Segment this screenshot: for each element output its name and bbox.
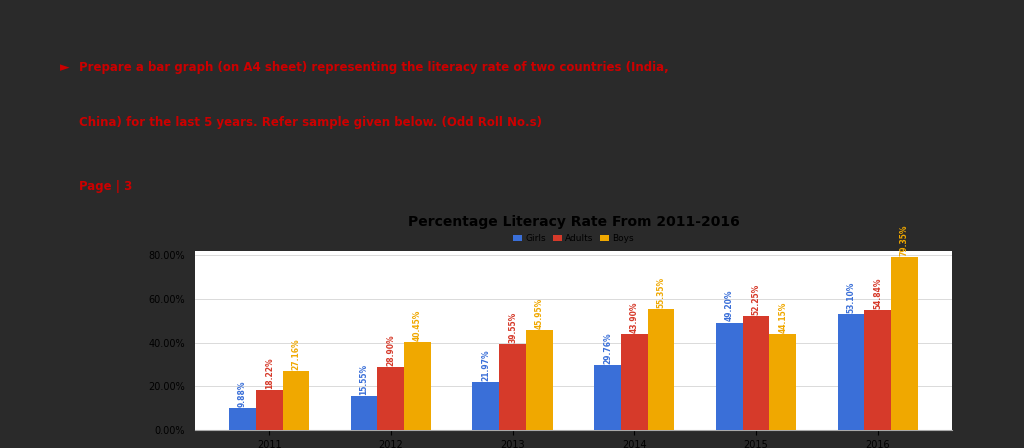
Bar [283, 371, 309, 430]
Text: 49.20%: 49.20% [725, 290, 734, 322]
Bar [648, 309, 675, 430]
Text: China) for the last 5 years. Refer sample given below. (Odd Roll No.s): China) for the last 5 years. Refer sampl… [79, 116, 542, 129]
Bar [769, 334, 797, 430]
Text: 15.55%: 15.55% [359, 364, 369, 395]
Text: 27.16%: 27.16% [292, 338, 300, 370]
Title: Percentage Literacy Rate From 2011-2016: Percentage Literacy Rate From 2011-2016 [408, 215, 739, 229]
Text: 53.10%: 53.10% [847, 282, 855, 313]
Text: 44.15%: 44.15% [778, 301, 787, 332]
Text: 39.55%: 39.55% [508, 311, 517, 343]
Bar [404, 342, 431, 430]
Bar [256, 390, 283, 430]
Text: 40.45%: 40.45% [413, 309, 422, 340]
Text: 28.90%: 28.90% [386, 334, 395, 366]
Bar [621, 334, 648, 430]
Text: 43.90%: 43.90% [630, 302, 639, 333]
Text: 29.76%: 29.76% [603, 332, 612, 364]
Bar [378, 367, 404, 430]
Text: Prepare a bar graph (on A4 sheet) representing the literacy rate of two countrie: Prepare a bar graph (on A4 sheet) repres… [79, 61, 669, 74]
Bar [350, 396, 378, 430]
Text: 55.35%: 55.35% [656, 277, 666, 308]
Bar [594, 365, 621, 430]
Text: ►: ► [59, 61, 70, 74]
Bar [716, 323, 742, 430]
Text: 54.84%: 54.84% [873, 278, 883, 309]
Text: 79.35%: 79.35% [900, 224, 909, 255]
Legend: Girls, Adults, Boys: Girls, Adults, Boys [510, 230, 637, 246]
Bar [472, 382, 499, 430]
Text: 21.97%: 21.97% [481, 349, 490, 381]
Bar [742, 316, 769, 430]
Text: 45.95%: 45.95% [535, 297, 544, 328]
Bar [229, 409, 256, 430]
Bar [838, 314, 864, 430]
Text: 9.88%: 9.88% [238, 381, 247, 407]
Bar [526, 330, 553, 430]
Bar [499, 344, 526, 430]
Text: 18.22%: 18.22% [264, 358, 273, 389]
Text: 52.25%: 52.25% [752, 284, 761, 315]
Text: Page | 3: Page | 3 [79, 180, 132, 193]
Bar [864, 310, 891, 430]
Bar [891, 257, 918, 430]
